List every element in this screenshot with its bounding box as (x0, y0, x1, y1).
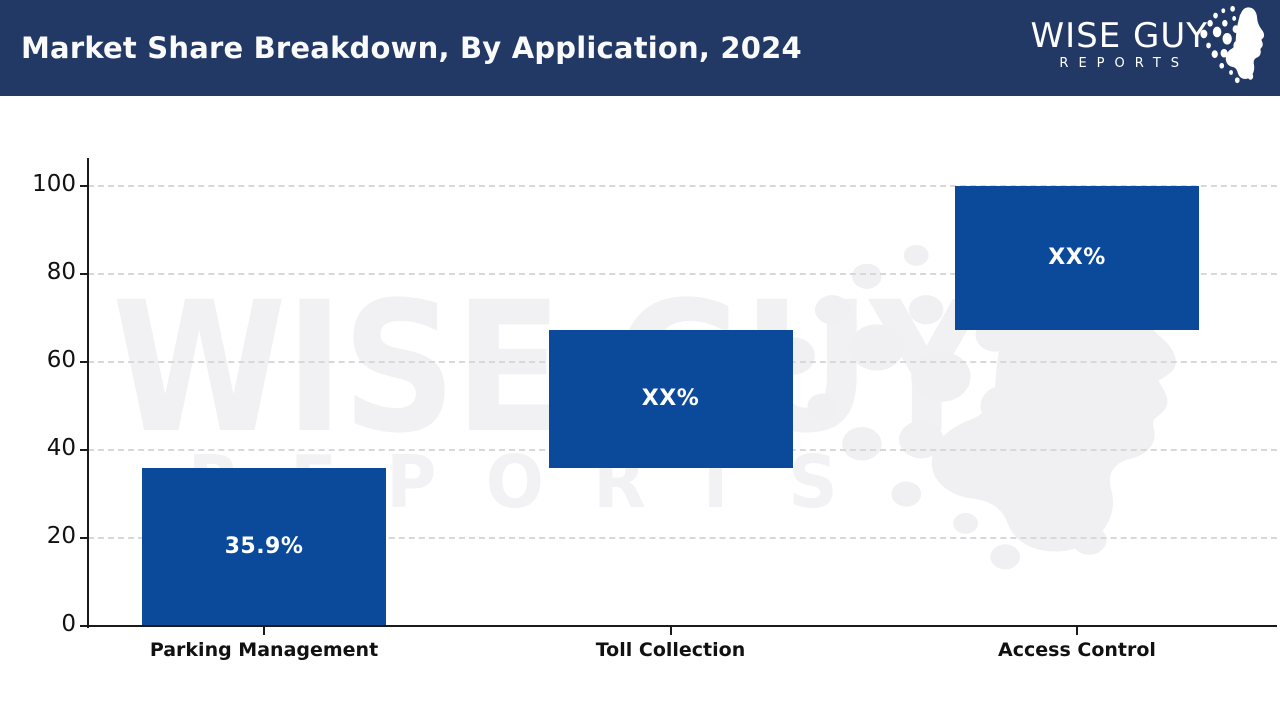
wiseguy-face-icon (1200, 4, 1266, 86)
x-category-label-parking-management: Parking Management (149, 638, 379, 661)
x-tickmark-toll-collection (669, 626, 672, 635)
y-tickmark-80 (80, 272, 88, 275)
bar-parking-management: 35.9% (142, 467, 386, 626)
y-tickmark-60 (80, 360, 88, 363)
wiseguy-logo: WISE GUY REPORTS (1030, 4, 1266, 86)
bar-toll-collection: XX% (548, 329, 793, 468)
y-tick-label-80: 80 (46, 258, 76, 285)
y-tick-label-0: 0 (61, 610, 76, 637)
gridline-20 (88, 536, 1277, 539)
y-tickmark-20 (80, 536, 88, 539)
x-tickmark-access-control (1076, 626, 1078, 635)
y-tick-label-40: 40 (46, 434, 76, 461)
x-category-label-access-control: Access Control (998, 638, 1156, 661)
y-tick-label-60: 60 (46, 346, 76, 373)
page-title: Market Share Breakdown, By Application, … (21, 31, 802, 65)
bar-value-label-access-control: XX% (1048, 245, 1106, 271)
x-tickmark-parking-management (263, 626, 265, 635)
gridline-100 (88, 184, 1277, 187)
logo-subtitle: REPORTS (1059, 56, 1190, 71)
y-tickmark-100 (80, 184, 88, 187)
y-tickmark-0 (80, 624, 88, 627)
y-tick-label-100: 100 (32, 170, 76, 197)
x-axis-line (87, 624, 1277, 627)
x-category-label-toll-collection: Toll Collection (595, 638, 746, 661)
chart-canvas: WISE GUY REPORTS 0 20 40 60 80 100 35.9% Parkin… (0, 96, 1280, 720)
bar-access-control: XX% (955, 185, 1199, 330)
y-tick-label-20: 20 (46, 522, 76, 549)
bar-value-label-parking-management: 35.9% (224, 534, 304, 559)
logo-wordmark: WISE GUY (1030, 16, 1208, 56)
gridline-80 (88, 272, 1277, 275)
y-tickmark-40 (80, 448, 88, 451)
wiseguy-logo-text: WISE GUY REPORTS (1030, 19, 1208, 71)
bar-value-label-toll-collection: XX% (641, 386, 700, 412)
header-bar: Market Share Breakdown, By Application, … (0, 0, 1280, 96)
y-axis-line (87, 158, 89, 628)
